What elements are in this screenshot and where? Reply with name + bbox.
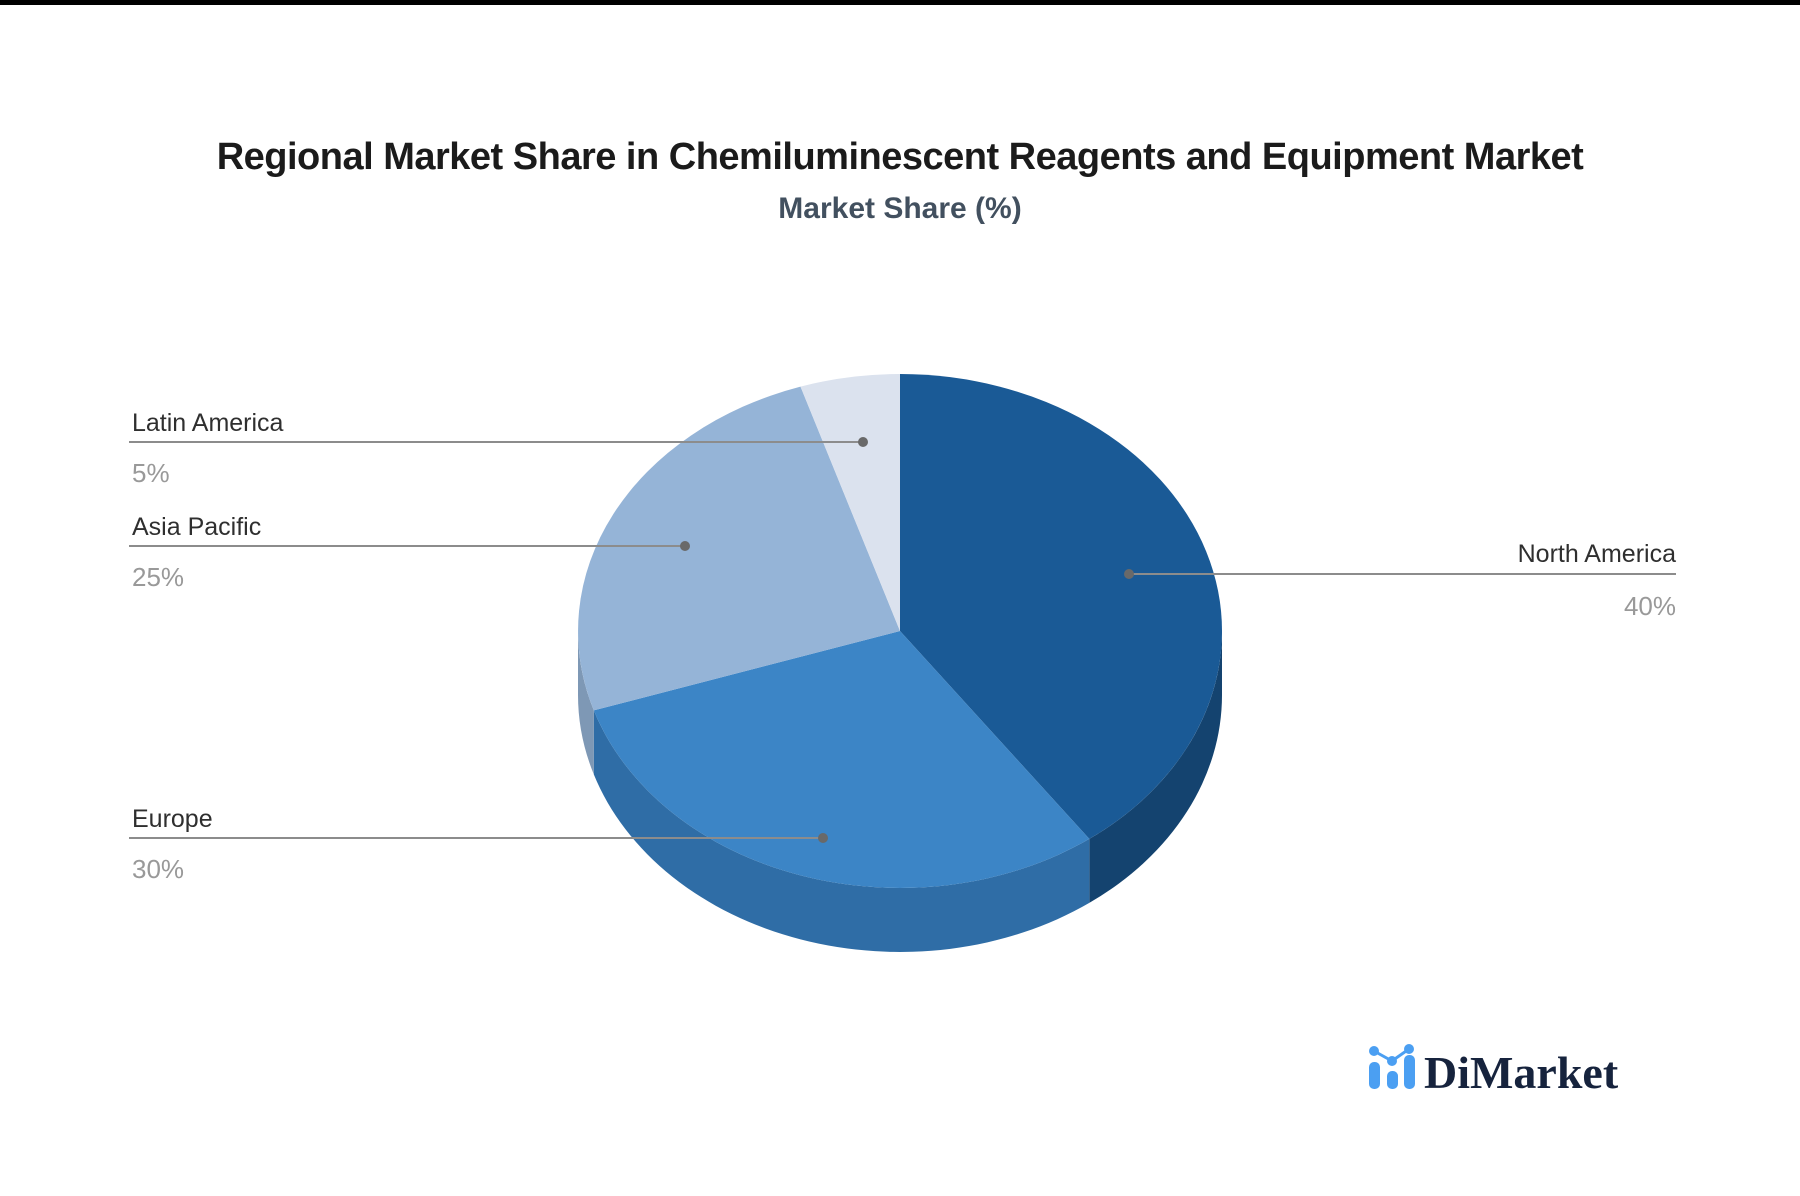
leader-lines bbox=[129, 441, 1676, 839]
pie-rim-asia-pacific bbox=[578, 631, 594, 775]
pie-slice-asia-pacific[interactable] bbox=[578, 386, 900, 711]
pie-slice-north-america[interactable] bbox=[900, 374, 1223, 839]
logo-dot-3 bbox=[1404, 1044, 1414, 1054]
slice-label-value: 40% bbox=[1623, 590, 1676, 621]
slice-label-value: 30% bbox=[132, 853, 185, 884]
slice-label-value: 5% bbox=[132, 457, 170, 488]
pie-slice-latin-america[interactable] bbox=[800, 374, 901, 631]
slice-label-name: Europe bbox=[132, 805, 213, 833]
slice-label-north-america: North America 40% bbox=[1276, 540, 1676, 621]
top-border bbox=[0, 0, 1800, 5]
slice-label-value: 25% bbox=[132, 561, 185, 592]
slice-label-name: Asia Pacific bbox=[132, 513, 262, 541]
chart-title: Regional Market Share in Chemiluminescen… bbox=[216, 136, 1584, 178]
logo-dot-2 bbox=[1387, 1056, 1397, 1066]
leader-dot-europe bbox=[818, 833, 828, 843]
pie-slice-europe[interactable] bbox=[593, 631, 1090, 888]
slice-label-name: Latin America bbox=[132, 409, 284, 437]
leader-dot-north-america bbox=[1124, 569, 1134, 579]
leader-dot-asia-pacific bbox=[680, 541, 690, 551]
pie-slices-group bbox=[578, 374, 1223, 952]
slice-label-asia-pacific: Asia Pacific 25% bbox=[132, 513, 262, 592]
logo-dot-1 bbox=[1369, 1046, 1379, 1056]
pie-rim-north-america bbox=[1089, 631, 1222, 903]
chart-subtitle: Market Share (%) bbox=[778, 192, 1022, 225]
leader-dots bbox=[680, 437, 1134, 843]
pie-rim-europe bbox=[593, 710, 1090, 952]
logo-bar-2 bbox=[1387, 1071, 1398, 1089]
slice-label-latin-america: Latin America 5% bbox=[132, 409, 284, 488]
logo-text: DiMarket bbox=[1424, 1047, 1619, 1098]
logo-bar-3 bbox=[1404, 1055, 1415, 1089]
slice-label-name: North America bbox=[1517, 540, 1676, 568]
slice-label-europe: Europe 30% bbox=[132, 805, 213, 884]
logo-bar-1 bbox=[1369, 1062, 1380, 1089]
bar-chart-logo-icon bbox=[1369, 1044, 1415, 1089]
leader-dot-latin-america bbox=[858, 437, 868, 447]
